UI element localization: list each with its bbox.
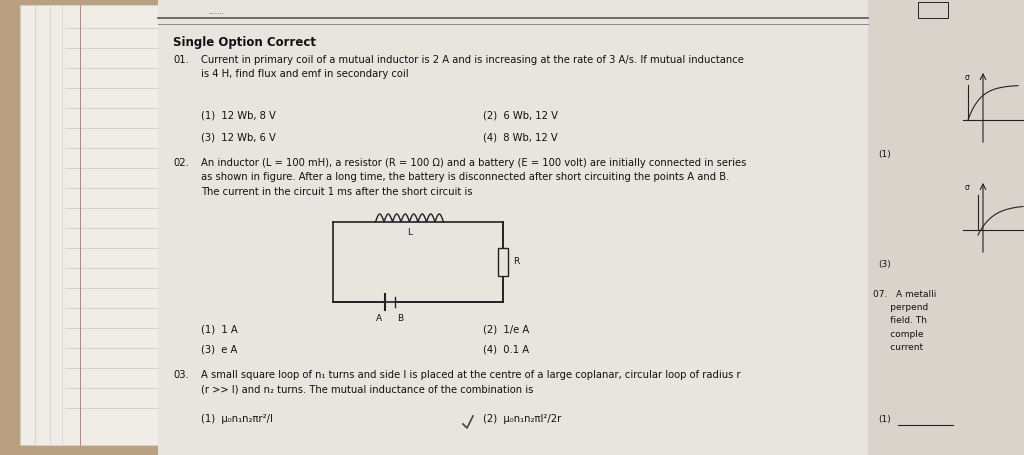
Text: σ: σ xyxy=(965,183,970,192)
Bar xyxy=(0,0,160,455)
Bar xyxy=(498,248,508,276)
Text: 01.: 01. xyxy=(173,55,188,65)
Text: Current in primary coil of a mutual inductor is 2 A and is increasing at the rat: Current in primary coil of a mutual indu… xyxy=(201,55,743,80)
Text: (1): (1) xyxy=(878,415,891,424)
Text: (2)  1/e A: (2) 1/e A xyxy=(483,324,529,334)
Bar xyxy=(868,0,1024,455)
Bar xyxy=(50,5,174,445)
Bar xyxy=(158,0,868,455)
Text: (2)  μ₀n₁n₂πl²/2r: (2) μ₀n₁n₂πl²/2r xyxy=(483,414,561,424)
Text: (1)  12 Wb, 8 V: (1) 12 Wb, 8 V xyxy=(201,110,275,120)
Text: R: R xyxy=(513,258,519,267)
Text: An inductor (L = 100 mH), a resistor (R = 100 Ω) and a battery (E = 100 volt) ar: An inductor (L = 100 mH), a resistor (R … xyxy=(201,158,746,197)
Bar xyxy=(20,5,150,445)
Text: 02.: 02. xyxy=(173,158,188,168)
Text: Single Option Correct: Single Option Correct xyxy=(173,36,316,49)
Text: (1): (1) xyxy=(878,150,891,159)
Text: (4)  0.1 A: (4) 0.1 A xyxy=(483,344,529,354)
Text: (1)  1 A: (1) 1 A xyxy=(201,324,238,334)
Text: 03.: 03. xyxy=(173,370,188,380)
Text: .......: ....... xyxy=(208,9,224,15)
Text: (4)  8 Wb, 12 V: (4) 8 Wb, 12 V xyxy=(483,132,558,142)
Text: 07.   A metalli
      perpend
      field. Th
      comple
      current: 07. A metalli perpend field. Th comple c… xyxy=(873,290,936,352)
Text: (1)  μ₀n₁n₂πr²/l: (1) μ₀n₁n₂πr²/l xyxy=(201,414,272,424)
Text: (3)  12 Wb, 6 V: (3) 12 Wb, 6 V xyxy=(201,132,275,142)
Bar xyxy=(918,2,948,18)
Text: σ: σ xyxy=(965,73,970,82)
Text: A: A xyxy=(376,314,382,323)
Text: L: L xyxy=(407,228,412,237)
Text: (2)  6 Wb, 12 V: (2) 6 Wb, 12 V xyxy=(483,110,558,120)
Text: (3): (3) xyxy=(878,260,891,269)
Text: (3)  e A: (3) e A xyxy=(201,344,238,354)
Text: A small square loop of n₁ turns and side l is placed at the centre of a large co: A small square loop of n₁ turns and side… xyxy=(201,370,740,394)
Text: B: B xyxy=(397,314,403,323)
Bar xyxy=(62,5,183,445)
Bar xyxy=(35,5,162,445)
